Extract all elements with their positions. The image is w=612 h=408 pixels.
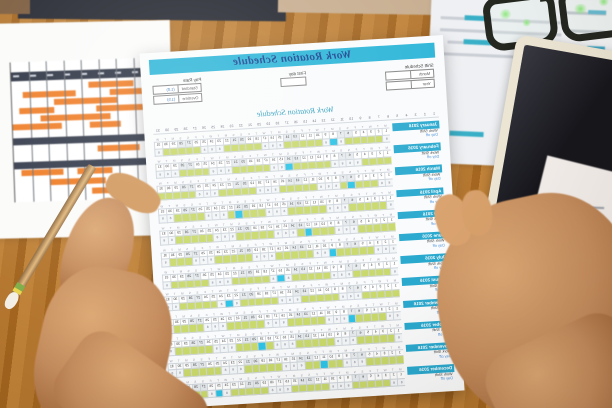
highlight-chip <box>449 130 484 138</box>
desk-object <box>0 0 30 14</box>
pay-rate-group: Pay Rate Standard (1.0) Overtime (1.5) <box>152 77 203 114</box>
eyeglasses-bridge <box>539 0 562 10</box>
gantt-bar <box>89 120 121 128</box>
eyeglasses-right-lens <box>556 0 612 44</box>
overtime-label: Overtime <box>178 93 202 103</box>
gantt-bar <box>88 80 134 88</box>
shift-schedule-group: Shift Schedule Month Year <box>384 63 436 100</box>
year-label: Year <box>410 79 434 89</box>
first-day-group: First day <box>280 70 308 106</box>
gantt-bar <box>21 168 64 177</box>
monitor-edge <box>17 0 287 22</box>
gantt-bar <box>19 106 55 115</box>
standard-label: Standard <box>177 83 202 93</box>
month-label: Month <box>409 69 434 79</box>
work-rotation-document: Work Rotation Schedule Shift Schedule Mo… <box>139 35 465 408</box>
overtime-value: (1.5) <box>166 96 176 103</box>
gantt-bar <box>12 122 62 131</box>
standard-value: (1.0) <box>166 86 175 93</box>
gantt-bar <box>22 90 77 99</box>
gantt-bar <box>96 103 146 112</box>
